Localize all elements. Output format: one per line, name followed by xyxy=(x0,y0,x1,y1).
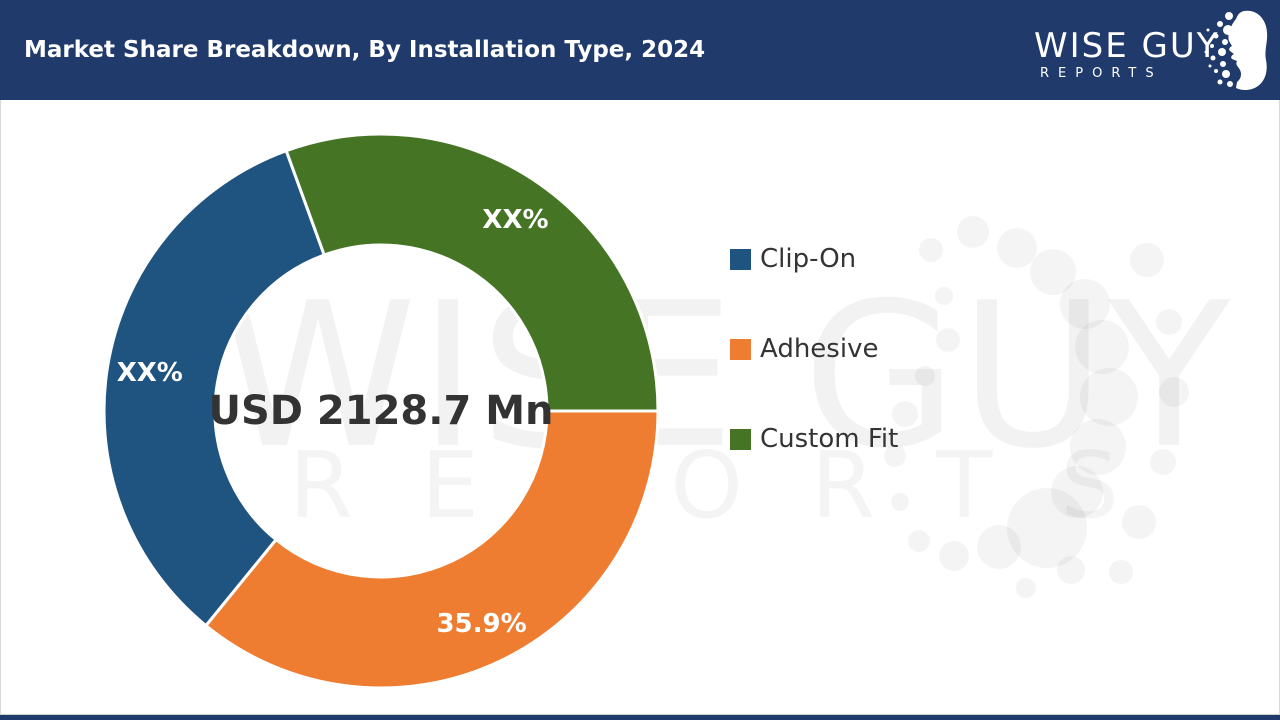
slice-percent-label: 35.9% xyxy=(436,609,526,639)
chart-canvas: WISE GUY REPORTS XX%35.9%XX% USD 2128.7 … xyxy=(0,100,1280,715)
wise-guy-reports-logo: WISE GUY REPORTS xyxy=(1016,8,1268,92)
donut-slice-custom-fit xyxy=(284,132,660,413)
chart-legend: Clip-On Adhesive Custom Fit xyxy=(730,246,898,516)
logo-subtext: REPORTS xyxy=(1040,66,1163,81)
donut-slice-clip-on xyxy=(102,148,327,628)
legend-label: Custom Fit xyxy=(760,424,899,454)
legend-item-clip-on: Clip-On xyxy=(730,246,898,272)
logo-wordmark: WISE GUY xyxy=(1034,26,1220,66)
chart-center-total: USD 2128.7 Mn xyxy=(208,388,554,434)
header-bar: Market Share Breakdown, By Installation … xyxy=(0,0,1280,100)
donut-slice-adhesive xyxy=(203,409,660,690)
slice-percent-label: XX% xyxy=(482,205,548,235)
page-title: Market Share Breakdown, By Installation … xyxy=(24,37,706,63)
donut-chart: XX% 35.9% XX% xyxy=(102,132,660,690)
legend-swatch-clip-on xyxy=(730,248,751,270)
footer-bar xyxy=(0,715,1280,720)
slice-percent-label: XX% xyxy=(117,358,183,388)
legend-label: Clip-On xyxy=(760,244,857,274)
legend-item-adhesive: Adhesive xyxy=(730,336,898,362)
logo-face-icon xyxy=(1204,10,1268,91)
legend-label: Adhesive xyxy=(760,334,879,364)
legend-swatch-adhesive xyxy=(730,338,751,360)
legend-swatch-custom-fit xyxy=(730,428,751,450)
legend-item-custom-fit: Custom Fit xyxy=(730,426,898,452)
